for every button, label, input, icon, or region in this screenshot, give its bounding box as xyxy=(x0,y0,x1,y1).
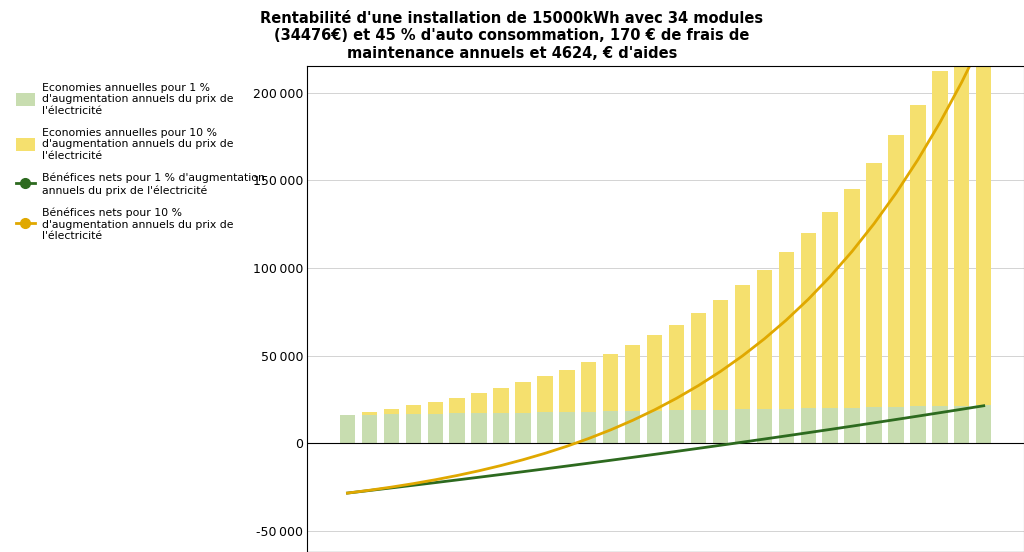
Bar xyxy=(976,405,991,443)
Bar xyxy=(734,285,750,443)
Bar xyxy=(713,300,728,443)
Bar xyxy=(428,402,443,443)
Bar xyxy=(406,406,421,443)
Bar xyxy=(625,411,640,443)
Bar xyxy=(778,408,794,443)
Bar xyxy=(778,252,794,443)
Bar xyxy=(954,406,970,443)
Bar xyxy=(340,415,355,443)
Bar xyxy=(538,376,553,443)
Bar xyxy=(866,407,882,443)
Bar xyxy=(845,407,860,443)
Bar xyxy=(538,412,553,443)
Bar xyxy=(822,212,838,443)
Text: Rentabilité d'une installation de 15000kWh avec 34 modules
(34476€) et 45 % d'au: Rentabilité d'une installation de 15000k… xyxy=(260,11,764,61)
Bar xyxy=(757,269,772,443)
Bar xyxy=(406,414,421,443)
Bar xyxy=(910,406,926,443)
Bar xyxy=(515,383,530,443)
Bar xyxy=(888,407,903,443)
Bar xyxy=(494,413,509,443)
Bar xyxy=(450,413,465,443)
Bar xyxy=(801,233,816,443)
Bar xyxy=(954,34,970,443)
Bar xyxy=(845,189,860,443)
Bar xyxy=(713,410,728,443)
Bar xyxy=(384,415,399,443)
Bar xyxy=(559,412,574,443)
Bar xyxy=(428,413,443,443)
Bar xyxy=(888,135,903,443)
Bar xyxy=(669,410,684,443)
Bar xyxy=(471,393,486,443)
Bar xyxy=(384,409,399,443)
Bar xyxy=(976,0,991,443)
Bar xyxy=(647,336,663,443)
Bar xyxy=(647,411,663,443)
Bar xyxy=(691,313,707,443)
Bar xyxy=(450,397,465,443)
Bar xyxy=(361,412,377,443)
Bar xyxy=(932,406,947,443)
Bar xyxy=(603,411,618,443)
Bar xyxy=(801,408,816,443)
Bar xyxy=(669,325,684,443)
Bar xyxy=(866,163,882,443)
Bar xyxy=(603,354,618,443)
Legend: Economies annuelles pour 1 %
d'augmentation annuels du prix de
l'électricité, Ec: Economies annuelles pour 1 % d'augmentat… xyxy=(15,83,264,241)
Bar xyxy=(822,408,838,443)
Bar xyxy=(757,409,772,443)
Bar xyxy=(340,415,355,443)
Bar xyxy=(910,105,926,443)
Bar xyxy=(515,412,530,443)
Bar xyxy=(471,413,486,443)
Bar xyxy=(691,410,707,443)
Bar xyxy=(582,412,597,443)
Bar xyxy=(625,345,640,443)
Bar xyxy=(361,415,377,443)
Bar xyxy=(582,362,597,443)
Bar xyxy=(932,71,947,443)
Bar xyxy=(494,388,509,443)
Bar xyxy=(734,409,750,443)
Bar xyxy=(559,370,574,443)
